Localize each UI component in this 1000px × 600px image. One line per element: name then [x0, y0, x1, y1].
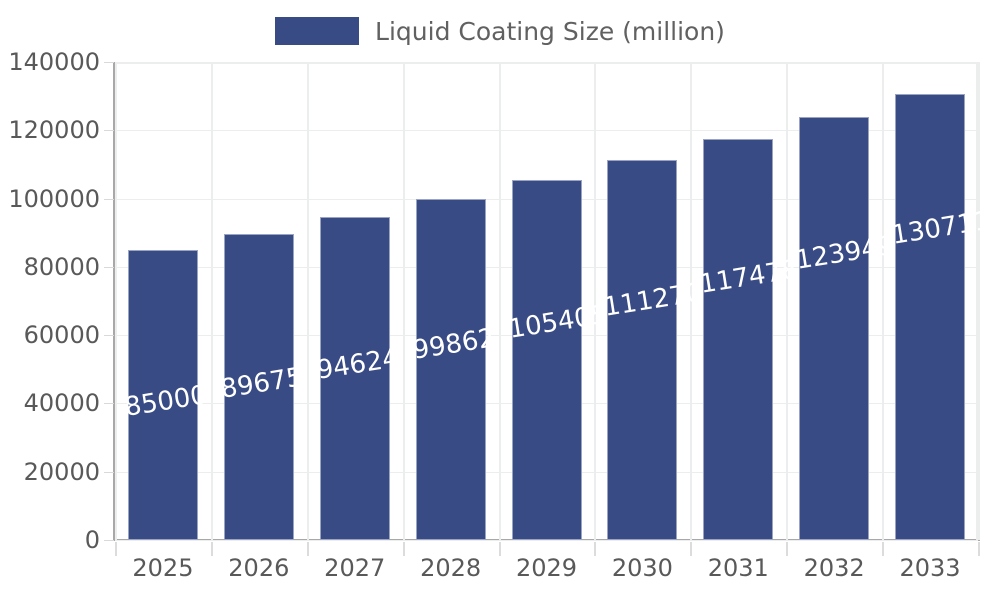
x-axis-tick-label: 2031	[707, 554, 769, 582]
gridline-x	[786, 62, 789, 540]
bar[interactable]	[319, 216, 390, 540]
gridline-x	[115, 62, 117, 540]
y-tick-mark	[104, 266, 114, 268]
x-tick-mark	[690, 542, 693, 556]
y-axis-tick-label: 100000	[8, 184, 100, 213]
x-axis-tick-label: 2030	[611, 554, 673, 582]
x-tick-mark	[786, 542, 789, 556]
gridline-y	[115, 62, 978, 63]
x-axis-tick-label: 2032	[803, 554, 865, 582]
y-axis-tick-label: 80000	[23, 252, 100, 281]
y-tick-mark	[104, 403, 114, 405]
gridline-x	[498, 62, 501, 540]
x-tick-mark	[498, 542, 501, 556]
bar[interactable]	[799, 116, 870, 540]
gridline-x	[882, 62, 885, 540]
y-axis-tick-label: 140000	[8, 48, 100, 76]
x-tick-mark	[402, 542, 405, 556]
bar-data-label: 94624	[314, 343, 401, 386]
y-axis-tick-label: 40000	[23, 389, 100, 418]
y-axis-tick-label: 20000	[23, 457, 100, 486]
y-axis-tick-label: 0	[84, 526, 100, 554]
bar[interactable]	[415, 199, 486, 540]
x-axis-tick-label: 2028	[420, 554, 482, 582]
bar-data-label: 99862	[410, 323, 497, 366]
bar-data-label: 117478	[697, 254, 801, 300]
gridline-x	[594, 62, 597, 540]
bar[interactable]	[127, 249, 198, 540]
x-tick-mark	[306, 542, 309, 556]
gridline-x	[210, 62, 213, 540]
y-tick-mark	[104, 198, 114, 200]
plot-right-border	[976, 62, 978, 540]
bar-data-label: 89675	[218, 362, 305, 405]
bar-data-label: 130711	[889, 205, 993, 251]
legend-swatch-liquid-coating-size	[275, 17, 360, 45]
bar-data-label: 105405	[506, 299, 609, 345]
gridline-x	[402, 62, 405, 540]
bar[interactable]	[703, 138, 774, 540]
bar-data-label: 111270	[602, 277, 705, 323]
bar[interactable]	[607, 160, 678, 540]
x-tick-mark	[210, 542, 213, 556]
gridline-y	[115, 540, 978, 541]
x-axis-tick-label: 2033	[899, 554, 961, 582]
gridline-x	[690, 62, 693, 540]
bar[interactable]	[223, 233, 294, 540]
bar-data-label: 123949	[793, 230, 897, 276]
plot-top-border	[115, 62, 978, 64]
bar[interactable]	[511, 180, 582, 540]
x-tick-mark	[594, 542, 597, 556]
x-axis-tick-label: 2025	[132, 554, 194, 582]
bar[interactable]	[895, 93, 966, 540]
chart-legend: Liquid Coating Size (million)	[0, 12, 1000, 50]
x-axis-tick-label: 2027	[324, 554, 386, 582]
y-tick-mark	[104, 62, 114, 63]
plot-area	[115, 62, 980, 541]
x-tick-mark	[882, 542, 885, 556]
gridline-x	[306, 62, 309, 540]
gridline-y	[115, 130, 978, 132]
legend-label-liquid-coating-size: Liquid Coating Size (million)	[375, 16, 725, 46]
x-tick-mark	[978, 542, 980, 556]
y-axis-tick-label: 60000	[23, 321, 100, 350]
y-tick-mark	[104, 471, 114, 473]
y-axis-line	[113, 62, 115, 540]
x-axis-tick-label: 2029	[515, 554, 578, 582]
x-tick-mark	[115, 542, 117, 556]
x-axis-tick-label: 2026	[228, 554, 290, 582]
bar-data-label: 85000	[122, 380, 209, 423]
y-tick-mark	[104, 540, 114, 541]
gridline-x	[978, 62, 980, 540]
y-axis-tick-label: 120000	[8, 116, 100, 145]
y-tick-mark	[104, 335, 114, 337]
y-tick-mark	[104, 130, 114, 132]
